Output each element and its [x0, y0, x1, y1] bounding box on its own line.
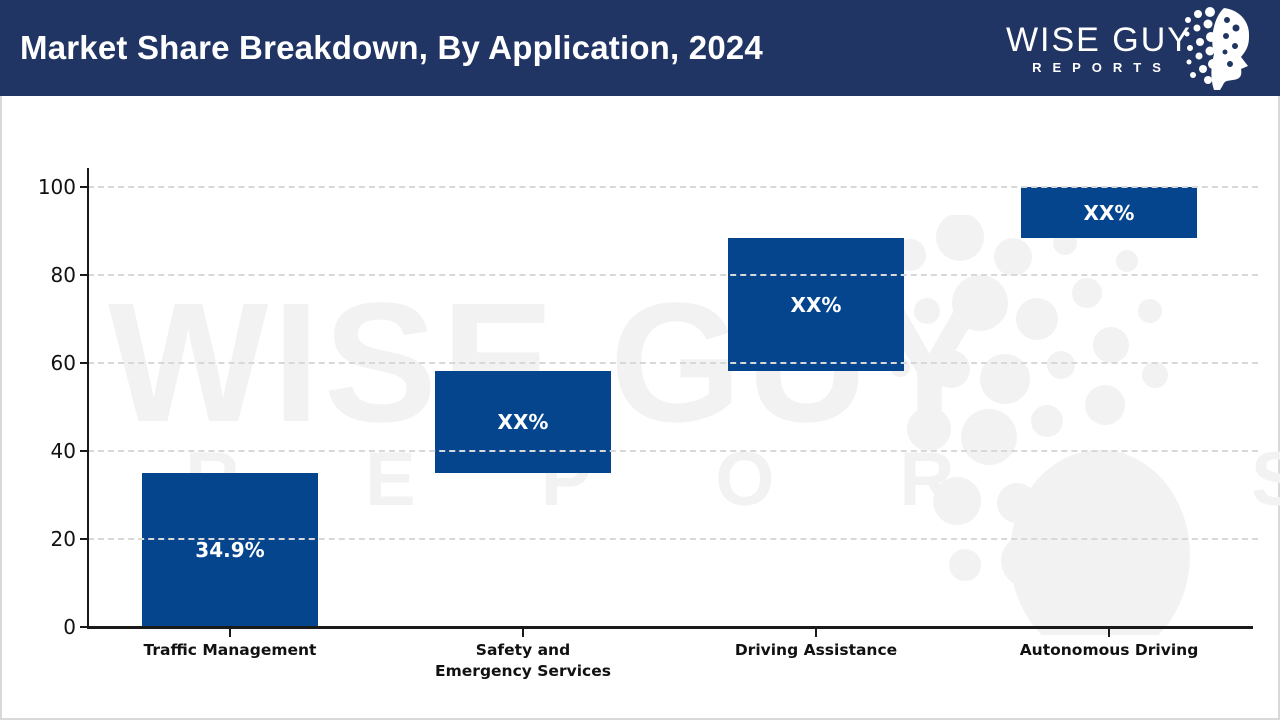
y-tick-label: 80: [50, 263, 76, 287]
x-category-label: Autonomous Driving: [979, 640, 1239, 661]
logo-wordmark-text: WISE GUY: [1005, 20, 1192, 59]
x-tick-mark: [1108, 629, 1110, 637]
brand-logo: WISE GUY REPORTS: [1006, 6, 1258, 90]
x-category-label-line: Traffic Management: [143, 641, 317, 659]
bar-segment: [435, 371, 611, 474]
x-category-label-line: Safety and: [475, 641, 571, 659]
bar-value-label: XX%: [790, 292, 842, 317]
x-tick-mark: [815, 629, 817, 637]
bar-segment: [1021, 187, 1197, 239]
y-axis-line: [87, 168, 89, 629]
x-category-label: Safety and Emergency Services: [393, 640, 653, 682]
bar-value-label: XX%: [1083, 200, 1135, 225]
x-axis-line: [87, 626, 1253, 629]
y-tick-mark: [80, 274, 88, 276]
x-tick-mark: [522, 629, 524, 637]
x-tick-mark: [229, 629, 231, 637]
logo-subtitle-text: REPORTS: [1032, 59, 1172, 75]
page-title: Market Share Breakdown, By Application, …: [20, 29, 763, 66]
x-category-label-line: Driving Assistance: [734, 641, 898, 659]
bar-value-label: XX%: [497, 410, 549, 435]
x-category-label-line: Autonomous Driving: [1019, 641, 1199, 659]
y-tick-label: 0: [63, 615, 76, 639]
y-tick-mark: [80, 186, 88, 188]
gridline-80: [88, 274, 1258, 276]
y-tick-mark: [80, 362, 88, 364]
y-tick-mark: [80, 538, 88, 540]
y-tick-label: 60: [50, 351, 76, 375]
x-category-label: Driving Assistance: [686, 640, 946, 661]
bar-value-label: 34.9%: [195, 538, 265, 563]
y-tick-label: 40: [50, 439, 76, 463]
bar-segment: [142, 473, 318, 627]
gridline-20: [88, 538, 1258, 540]
y-tick-label: 100: [37, 175, 76, 199]
gridline-100: [88, 186, 1258, 188]
x-category-label-line: Emergency Services: [435, 662, 611, 680]
logo-face-icon: [1184, 7, 1250, 90]
watermark-face-dots-icon: [890, 215, 1190, 635]
gridline-40: [88, 450, 1258, 452]
logo-wordmark: WISE GUY REPORTS: [1006, 23, 1192, 74]
gridline-60: [88, 362, 1258, 364]
y-tick-label: 20: [50, 527, 76, 551]
x-category-label: Traffic Management: [100, 640, 360, 661]
y-tick-mark: [80, 626, 88, 628]
bar-segment: [728, 238, 904, 372]
header: Market Share Breakdown, By Application, …: [0, 0, 1280, 96]
y-tick-mark: [80, 450, 88, 452]
